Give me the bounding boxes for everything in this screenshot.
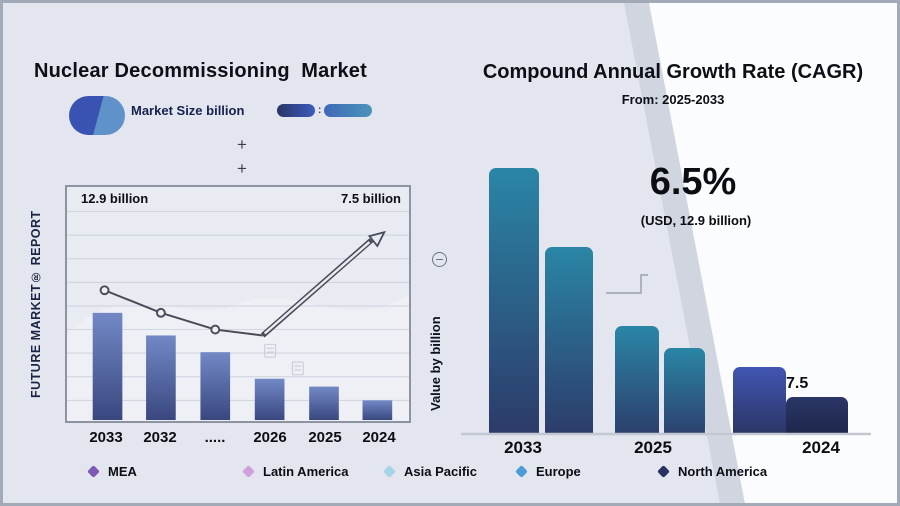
trend-line bbox=[104, 289, 263, 337]
minus-circle-icon bbox=[432, 252, 447, 267]
cagr-value: 6.5% bbox=[649, 161, 737, 203]
legend-label: North America bbox=[678, 464, 768, 479]
annotation-129-billion: 12.9 billion bbox=[81, 191, 149, 206]
step-bracket bbox=[606, 274, 648, 294]
legend-item-mea: MEA bbox=[87, 464, 137, 479]
bar bbox=[733, 367, 786, 434]
trend-markers bbox=[99, 285, 221, 335]
legend-diamond-icon bbox=[515, 465, 528, 478]
bar bbox=[254, 378, 285, 421]
cagr-note: (USD, 12.9 billion) bbox=[640, 213, 752, 228]
bar bbox=[786, 397, 848, 434]
plus-icon: + bbox=[237, 159, 247, 178]
legend-label: Latin America bbox=[263, 464, 349, 479]
value-axis-label: Value by billion bbox=[428, 316, 443, 411]
page-title: Nuclear Decommissioning Market bbox=[34, 60, 367, 82]
annotation-75-billion: 7.5 billion bbox=[341, 191, 401, 206]
legend-diamond-icon bbox=[87, 465, 100, 478]
white-diagonal-panel bbox=[649, 3, 897, 503]
x-label: 2026 bbox=[253, 429, 287, 446]
x-label: 2024 bbox=[362, 429, 396, 446]
x-label: 2033 bbox=[89, 429, 123, 446]
bar bbox=[92, 312, 123, 421]
arrow-up-icon bbox=[260, 230, 386, 338]
bar bbox=[146, 335, 176, 421]
x-label: ..... bbox=[204, 429, 226, 446]
gridlines bbox=[67, 211, 409, 401]
future-market-report-watermark: FUTURE MARKET® REPORT bbox=[29, 210, 43, 398]
x-label: 2033 bbox=[504, 438, 542, 457]
legend-diamond-icon bbox=[657, 465, 670, 478]
bar-gap bbox=[659, 348, 664, 397]
x-label: 2025 bbox=[634, 438, 672, 457]
bar-gap bbox=[539, 247, 545, 399]
legend-item-north-america: North America bbox=[657, 464, 768, 479]
brand-logo-icon bbox=[69, 96, 125, 135]
bar bbox=[489, 168, 539, 434]
market-size-chart bbox=[65, 185, 411, 423]
bar bbox=[362, 400, 393, 421]
market-size-label: Market Size billion bbox=[131, 103, 245, 118]
bar-value-label: 7.5 bbox=[786, 375, 809, 392]
ratio-pill-dark-icon bbox=[277, 104, 315, 117]
bar bbox=[200, 352, 231, 421]
plus-icon: + bbox=[237, 135, 247, 154]
market-size-bars bbox=[92, 312, 393, 421]
legend-item-europe: Europe bbox=[515, 464, 581, 479]
document-icon bbox=[264, 343, 304, 376]
x-label: 2024 bbox=[802, 438, 840, 457]
ratio-colon: : bbox=[318, 105, 322, 116]
bar bbox=[545, 247, 593, 434]
legend-item-latin-america: Latin America bbox=[242, 464, 349, 479]
x-label: 2025 bbox=[308, 429, 342, 446]
cagr-title: Compound Annual Growth Rate (CAGR) bbox=[482, 61, 864, 83]
legend-label: Asia Pacific bbox=[404, 464, 477, 479]
legend-diamond-icon bbox=[383, 465, 396, 478]
ratio-pill-light-icon bbox=[324, 104, 373, 117]
bar bbox=[615, 326, 659, 434]
cagr-subtitle: From: 2025-2033 bbox=[621, 92, 725, 107]
legend-diamond-icon bbox=[242, 465, 255, 478]
legend-label: MEA bbox=[108, 464, 137, 479]
legend-label: Europe bbox=[536, 464, 581, 479]
background-wedge bbox=[624, 3, 897, 503]
cagr-chart bbox=[461, 168, 871, 436]
diagonal-shadow-band bbox=[624, 3, 750, 503]
bar bbox=[664, 348, 705, 434]
x-label: 2032 bbox=[143, 429, 177, 446]
legend-item-asia-pacific: Asia Pacific bbox=[383, 464, 477, 479]
bar bbox=[309, 386, 339, 421]
cagr-bars bbox=[489, 168, 848, 434]
